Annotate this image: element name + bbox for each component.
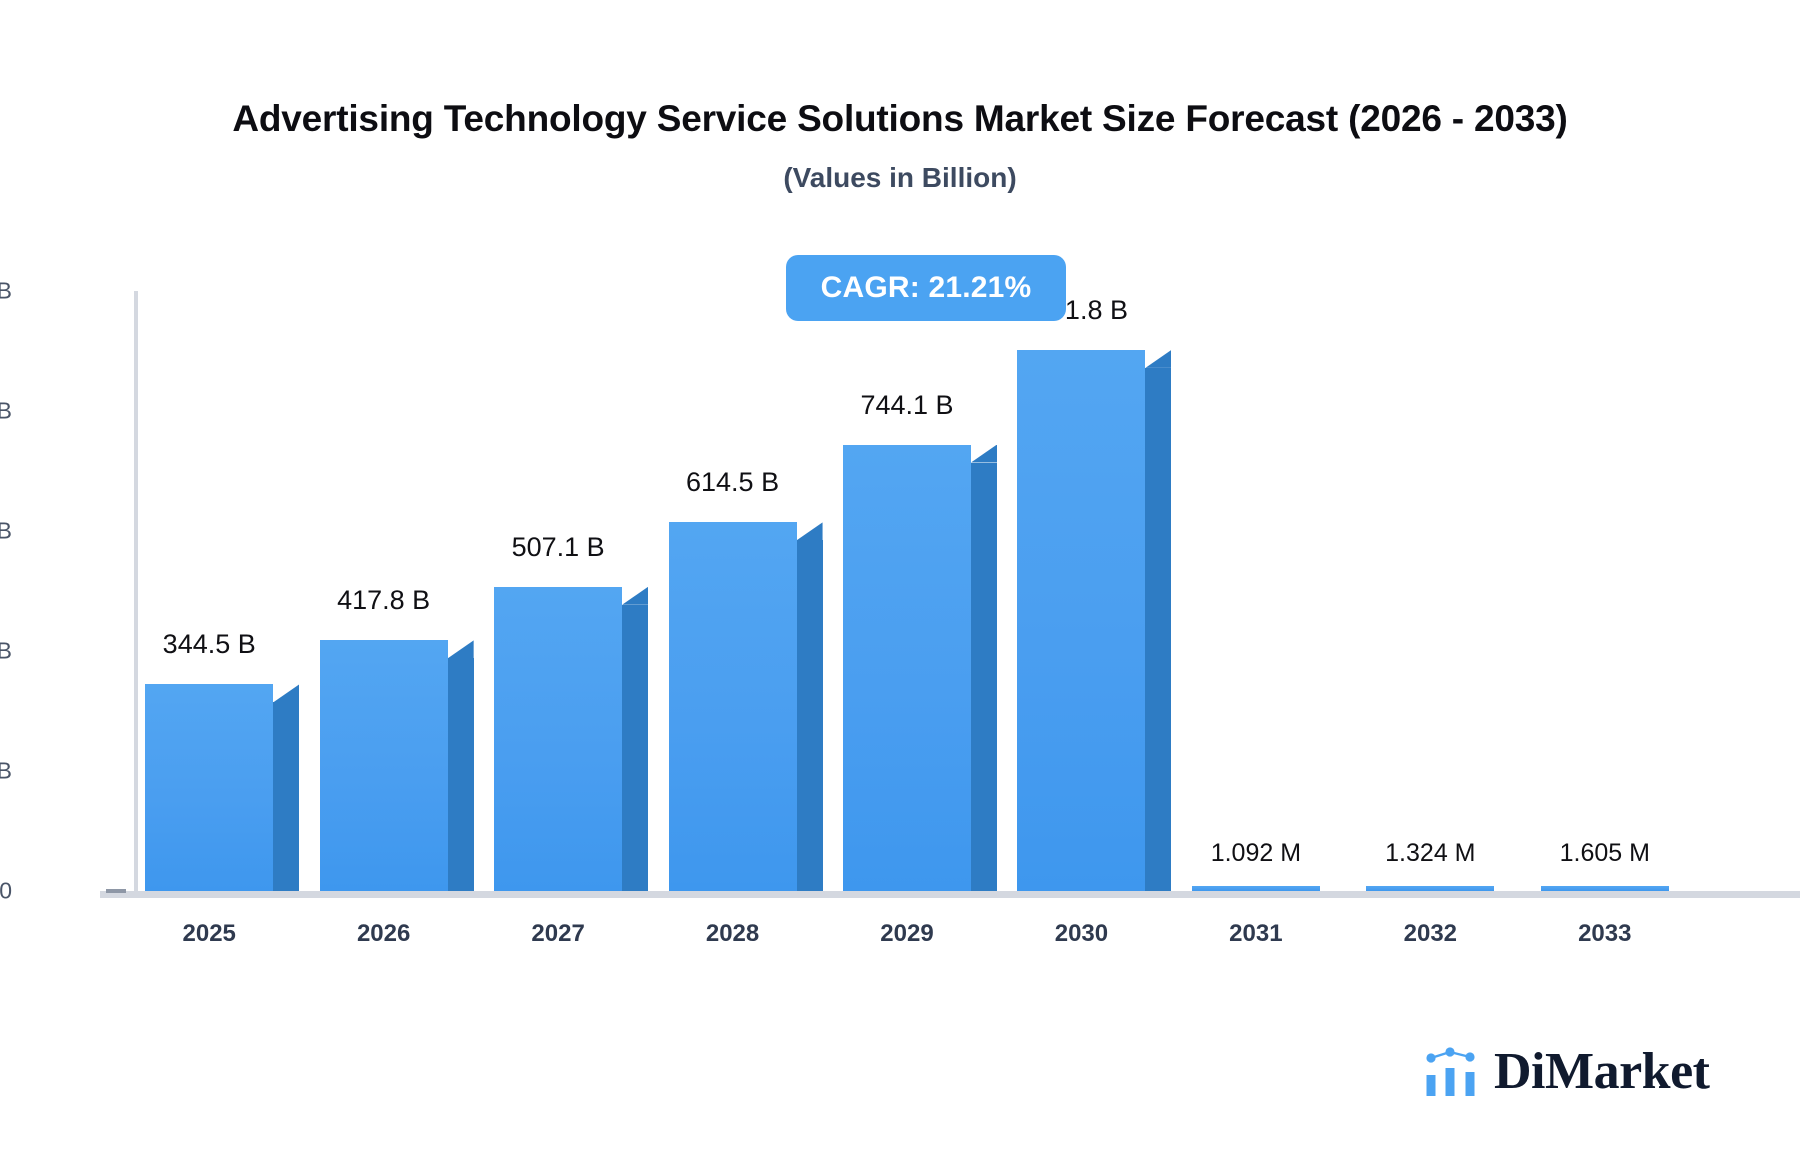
- bar[interactable]: 1.605 M: [1540, 839, 1669, 891]
- bar[interactable]: 614.5 B: [668, 467, 823, 891]
- x-axis-tick-label: 2031: [1229, 920, 1283, 947]
- bar-chart-icon: [1424, 1046, 1480, 1098]
- bar-value-label: 417.8 B: [337, 585, 431, 616]
- bar-side-face: [273, 702, 300, 891]
- y-axis-tick-label: 0: [0, 877, 12, 904]
- y-axis-tick-label: 200.0B: [0, 757, 12, 784]
- x-axis-baseline: [100, 891, 1800, 898]
- bar-top-bevel: [622, 586, 649, 605]
- y-axis-tick-label: 600.0B: [0, 517, 12, 544]
- bar-top-bevel: [796, 522, 823, 541]
- y-axis-tick-label: 400.0B: [0, 637, 12, 664]
- x-axis-tick-label: 2032: [1403, 920, 1458, 947]
- bar-value-label: 507.1 B: [511, 531, 605, 562]
- bar-side-face: [1145, 367, 1172, 891]
- logo-text: DiMarket: [1494, 1043, 1710, 1100]
- bar-front-face: [494, 586, 623, 891]
- bar-side-face: [622, 604, 649, 891]
- bar-side-face: [971, 462, 997, 891]
- bar[interactable]: 417.8 B: [319, 585, 474, 891]
- bar-top-bevel: [971, 444, 997, 463]
- bar-top-bevel: [447, 640, 474, 659]
- bar[interactable]: 344.5 B: [145, 629, 300, 891]
- chart-title: Advertising Technology Service Solutions…: [232, 98, 1568, 139]
- bar-side-face: [796, 540, 823, 891]
- chart-subtitle: (Values in Billion): [783, 162, 1017, 193]
- bar[interactable]: 744.1 B: [843, 390, 997, 891]
- x-axis-tick-label: 2026: [356, 920, 411, 947]
- bar-value-label: 744.1 B: [860, 389, 954, 420]
- bar-front-face: [1191, 886, 1320, 891]
- y-axis-tick-label: 1000.0B: [0, 277, 12, 304]
- bar-top-bevel: [273, 684, 300, 703]
- plot-area: 1000.0B 800.0B 600.0B 400.0B 200.0B 0 344.5 B…: [0, 278, 1800, 904]
- x-axis-tick-label: 2033: [1578, 920, 1632, 947]
- cagr-badge: CAGR: 21.21%: [786, 255, 1066, 321]
- x-axis-tick-label: 2029: [880, 920, 934, 947]
- x-axis-tick-label: 2027: [531, 920, 585, 947]
- bar-front-face: [319, 640, 448, 891]
- bar-front-face: [1366, 886, 1495, 891]
- bar-value-label: 1.605 M: [1559, 839, 1650, 867]
- bar-value-label: 1.092 M: [1210, 839, 1302, 867]
- x-axis-tick-label: 2030: [1054, 920, 1109, 947]
- bar[interactable]: 507.1 B: [494, 532, 649, 891]
- bar-side-face: [447, 658, 474, 891]
- bar-front-face: [1540, 886, 1669, 891]
- bar-front-face: [668, 522, 797, 891]
- bar-value-label: 344.5 B: [162, 629, 256, 660]
- x-axis-tick-label: 2028: [705, 920, 760, 947]
- bar[interactable]: 1.092 M: [1191, 839, 1320, 891]
- bar-value-label: 614.5 B: [686, 467, 780, 498]
- bar-value-label: 1.324 M: [1385, 839, 1476, 867]
- bar[interactable]: 901.8 B: [1017, 295, 1172, 891]
- x-axis-tick-label: 2025: [182, 920, 236, 947]
- bar-front-face: [843, 444, 971, 891]
- bar-front-face: [145, 684, 274, 891]
- y-axis-line: [134, 291, 138, 891]
- bar-front-face: [1017, 349, 1146, 891]
- bar-top-bevel: [1145, 349, 1172, 368]
- y-axis-tick-label: 800.0B: [0, 397, 12, 424]
- bar[interactable]: 1.324 M: [1366, 839, 1495, 891]
- y-axis-tick-mark: [106, 889, 126, 893]
- dimarket-logo: DiMarket: [1424, 1043, 1710, 1100]
